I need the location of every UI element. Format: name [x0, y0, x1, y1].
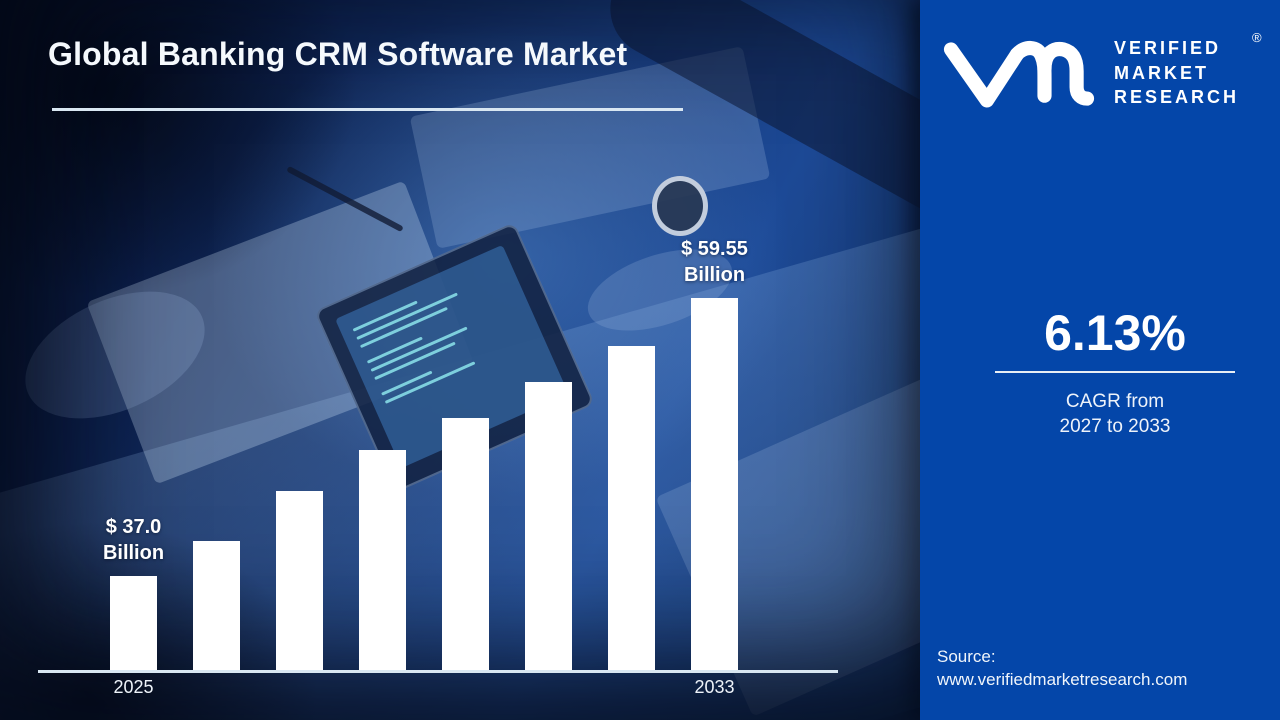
cagr-caption-line: CAGR from — [1065, 391, 1165, 412]
photo-wristwatch — [652, 176, 708, 236]
chart-bar — [691, 298, 738, 670]
right-panel: VERIFIED MARKET RESEARCH ® 6.13% CAGR fr… — [920, 0, 1280, 720]
source-label: Source: — [937, 647, 996, 666]
bar-value-label: $ 37.0 Billion — [102, 516, 165, 564]
brand-line: MARKET — [1114, 62, 1209, 83]
background-photo — [0, 0, 920, 720]
registered-trademark-icon: ® — [1252, 30, 1262, 45]
source-url: www.verifiedmarketresearch.com — [937, 670, 1188, 689]
bar-value-label: $ 59.55 Billion — [681, 238, 748, 286]
brand-line: RESEARCH — [1114, 87, 1240, 107]
vmr-monogram-icon — [943, 40, 1095, 108]
x-axis-line — [38, 670, 838, 673]
chart-bar — [359, 450, 406, 670]
cagr-value: 6.13% — [1044, 305, 1186, 361]
left-panel: Global Banking CRM Software Market 2025 2… — [0, 0, 920, 720]
bar-chart: 2025 2033 $ 37.0 Billion $ 59.55 Billion — [38, 238, 838, 697]
stat-underline — [995, 371, 1235, 373]
brand-logo: VERIFIED MARKET RESEARCH ® — [920, 0, 1280, 130]
x-axis-label: 2025 — [113, 677, 154, 697]
chart-bar — [276, 491, 323, 670]
chart-bar — [608, 346, 655, 670]
source: Source: www.verifiedmarketresearch.com — [937, 645, 1187, 691]
brand-name: VERIFIED MARKET RESEARCH — [1114, 36, 1239, 110]
chart-bar — [193, 541, 240, 670]
chart-bar — [110, 576, 157, 670]
chart-bar — [525, 382, 572, 670]
page-title: Global Banking CRM Software Market — [48, 36, 628, 72]
title-underline — [52, 108, 683, 111]
brand-line: VERIFIED — [1114, 38, 1222, 58]
cagr-stat: 6.13% CAGR from 2027 to 2033 — [950, 308, 1280, 439]
cagr-caption-line: 2027 to 2033 — [1059, 416, 1171, 437]
x-axis-label: 2033 — [694, 677, 735, 697]
chart-bar — [442, 418, 489, 670]
cagr-caption: CAGR from 2027 to 2033 — [950, 389, 1280, 439]
